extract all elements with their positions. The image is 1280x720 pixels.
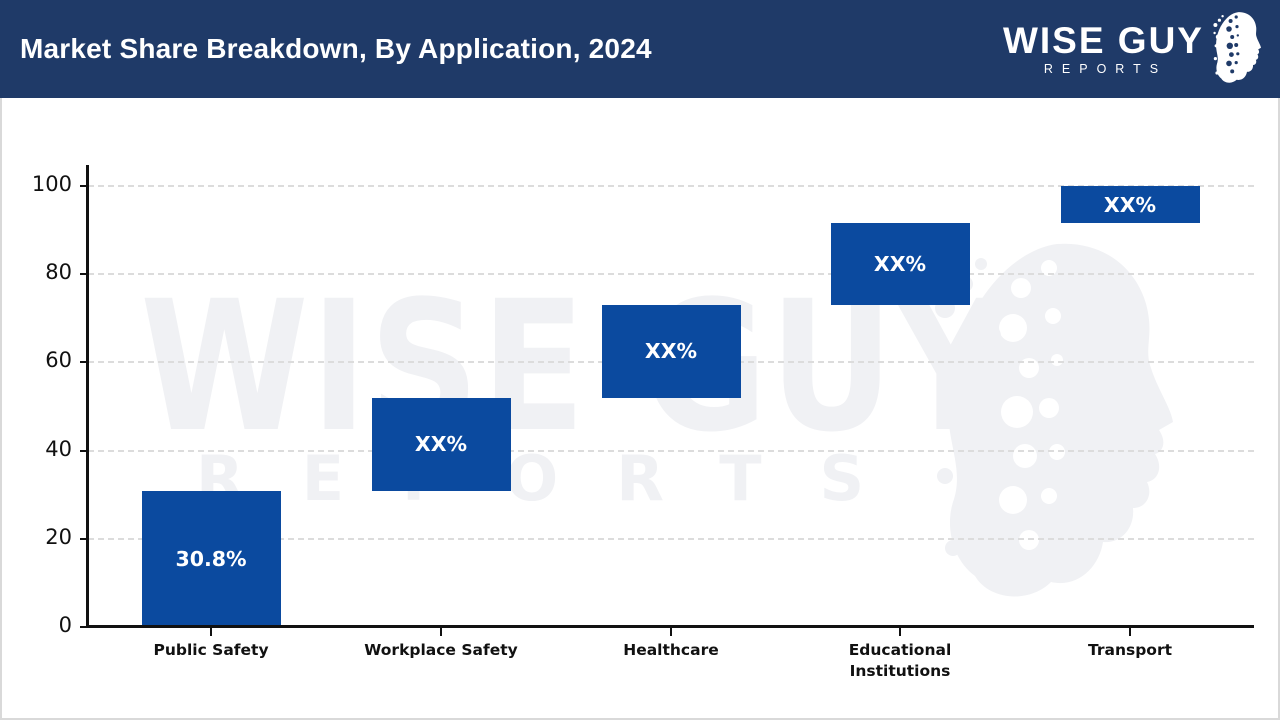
bar-workplace-safety: XX% (371, 397, 511, 492)
y-tick-label: 20 (45, 524, 72, 549)
y-axis-line (86, 165, 89, 627)
y-tick-100 (80, 185, 87, 187)
bar-value-label: XX% (414, 432, 468, 457)
y-tick-60 (80, 361, 87, 364)
bar-public-safety: 30.8% (141, 491, 281, 627)
y-tick-label: 100 (31, 172, 72, 196)
x-tick-workplace-safety (440, 628, 442, 636)
x-axis-label-public-safety: Public Safety (153, 641, 269, 659)
page-title: Market Share Breakdown, By Application, … (20, 33, 652, 64)
y-tick-80 (80, 273, 87, 276)
logo-face-icon (1213, 12, 1261, 83)
y-tick-label: 80 (45, 260, 72, 285)
y-tick-40 (80, 449, 87, 452)
x-tick-transport (1129, 628, 1131, 636)
bar-healthcare: XX% (601, 305, 741, 398)
gridline-80 (88, 273, 1254, 276)
x-axis-label-transport: Transport (1087, 641, 1173, 659)
x-tick-public-safety (210, 628, 212, 636)
gridline-40 (88, 449, 1254, 452)
gridline-20 (88, 537, 1254, 540)
x-axis-label-educational-institutions: Educational Institutions (848, 641, 952, 680)
gridline-100 (88, 185, 1254, 187)
y-tick-0 (80, 626, 87, 628)
bar-value-label: XX% (1103, 192, 1157, 217)
y-tick-label: 0 (58, 613, 72, 637)
logo-text: WISE GUY REPORTS (1003, 22, 1204, 76)
x-tick-healthcare (670, 628, 672, 636)
y-tick-20 (80, 537, 87, 540)
bar-educational-institutions: XX% (830, 223, 970, 306)
logo-brand-text: WISE GUY (1002, 20, 1204, 61)
wise-guy-reports-logo: WISE GUY REPORTS (1003, 9, 1266, 89)
x-axis-label-healthcare: Healthcare (623, 641, 719, 659)
bar-value-label: 30.8% (175, 547, 247, 572)
x-axis-line (86, 625, 1254, 628)
bar-transport: XX% (1060, 186, 1200, 224)
x-tick-educational-institutions (899, 628, 901, 636)
x-axis-label-workplace-safety: Workplace Safety (364, 641, 518, 659)
y-tick-label: 60 (45, 348, 72, 373)
header-banner: Market Share Breakdown, By Application, … (0, 0, 1280, 98)
logo-brand-subtext: REPORTS (1043, 62, 1168, 76)
bar-value-label: XX% (873, 252, 927, 277)
bar-value-label: XX% (644, 339, 698, 364)
y-tick-label: 40 (45, 436, 72, 461)
